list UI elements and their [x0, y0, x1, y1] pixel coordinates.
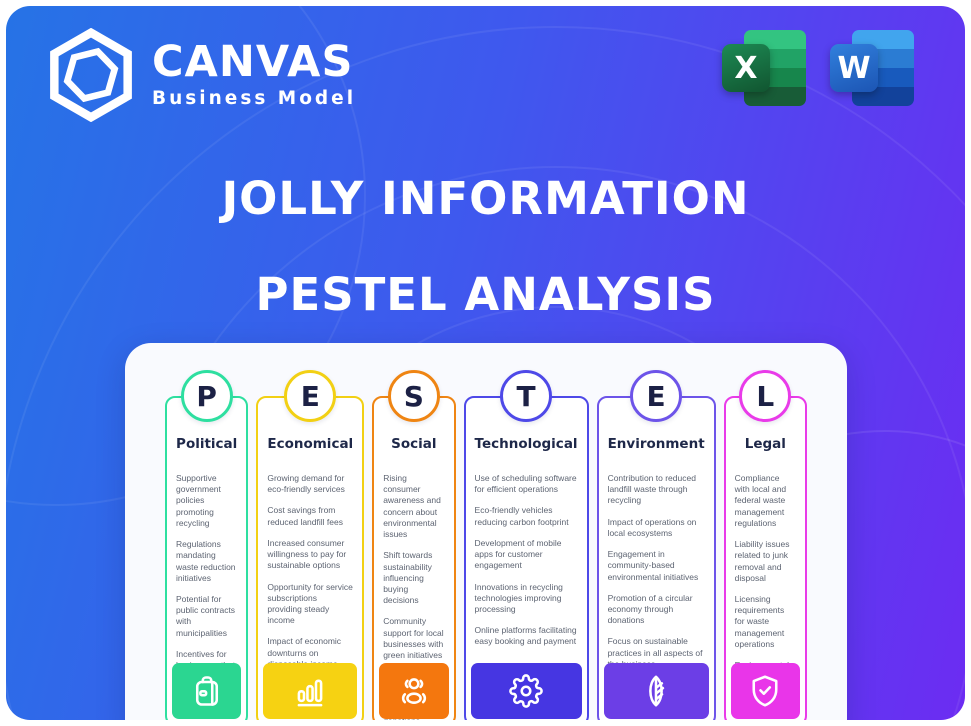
bullet-item: Shift towards sustainability influencing…: [383, 550, 433, 606]
column-footer: [172, 663, 242, 719]
column-footer: [603, 663, 709, 719]
gear-icon: [509, 674, 543, 708]
column-title: Environment: [607, 436, 705, 452]
pestel-card: P Political Supportive government polici…: [125, 343, 847, 720]
word-file-icon[interactable]: W: [830, 28, 914, 108]
column-title: Social: [391, 436, 437, 452]
brand-name: CANVAS: [152, 37, 354, 87]
letter-badge-p: P: [180, 370, 233, 422]
column-title: Economical: [267, 436, 354, 452]
pestel-column-environment: E Environment Contribution to reduced la…: [596, 370, 716, 720]
briefcase-icon: [195, 676, 218, 706]
bullet-item: Compliance with local and federal waste …: [734, 473, 787, 528]
pestel-columns: P Political Supportive government polici…: [165, 370, 808, 720]
bullet-item: Regulations mandating waste reduction in…: [176, 539, 236, 583]
bullet-item: Liability issues related to junk removal…: [734, 539, 790, 583]
bullet-item: Licensing requirements for waste managem…: [734, 593, 785, 649]
pestel-column-social: S Social Rising consumer awareness and c…: [372, 370, 456, 720]
column-title: Political: [176, 436, 238, 452]
community-icon: [401, 678, 426, 704]
bullet-item: Opportunity for service subscriptions pr…: [267, 581, 353, 626]
analysis-title: PESTEL ANALYSIS: [255, 268, 716, 321]
bullet-item: Use of scheduling software for efficient…: [474, 473, 577, 495]
bullet-item: Potential for public contracts with muni…: [176, 593, 236, 638]
bullet-item: Impact of operations on local ecosystems: [607, 516, 697, 538]
brand-subtitle: Business Model: [152, 88, 357, 109]
poster-background: CANVAS Business Model X W JOLLY INFORMAT…: [6, 6, 965, 720]
bullet-item: Cost savings from reduced landfill fees: [267, 505, 343, 527]
bullet-item: Development of mobile apps for customer …: [474, 537, 562, 571]
word-letter-badge: W: [830, 44, 878, 92]
excel-file-icon[interactable]: X: [722, 28, 806, 108]
column-footer: [263, 663, 358, 719]
column-title: Technological: [474, 436, 578, 452]
letter-badge-e2: E: [630, 370, 683, 422]
canvas-hexagon-logo-icon: [50, 28, 132, 122]
bullet-item: Online platforms facilitating easy booki…: [474, 625, 577, 647]
bullet-item: Engagement in community-based environmen…: [607, 549, 699, 582]
bar-chart-icon: [297, 679, 323, 707]
bullet-item: Increased consumer willingness to pay fo…: [267, 537, 347, 571]
bullet-item: Promotion of a circular economy through …: [607, 592, 693, 626]
brand-header: CANVAS Business Model: [44, 28, 356, 122]
bullet-item: Supportive government policies promoting…: [176, 473, 221, 528]
bullet-item: Rising consumer awareness and concern ab…: [383, 473, 441, 540]
column-bullets: Rising consumer awareness and concern ab…: [383, 473, 444, 720]
column-title: Legal: [744, 436, 786, 452]
column-bullets: Growing demand for eco-friendly services…: [267, 473, 353, 681]
pestel-column-economical: E Economical Growing demand for eco-frie…: [256, 370, 365, 720]
column-bullets: Use of scheduling software for efficient…: [475, 473, 578, 648]
bullet-item: Growing demand for eco-friendly services: [267, 473, 345, 495]
bullet-item: Community support for local businesses w…: [383, 616, 444, 661]
shield-check-icon: [752, 675, 778, 707]
column-bullets: Contribution to reduced landfill waste t…: [608, 473, 705, 670]
letter-badge-s: S: [387, 370, 440, 422]
column-footer: [470, 663, 582, 719]
letter-badge-t: T: [500, 370, 553, 422]
excel-letter-badge: X: [722, 44, 770, 92]
pestel-column-legal: L Legal Compliance with local and federa…: [723, 370, 808, 720]
pestel-column-political: P Political Supportive government polici…: [165, 370, 249, 720]
bullet-item: Innovations in recycling technologies im…: [474, 581, 563, 614]
letter-badge-l: L: [739, 370, 792, 422]
letter-badge-e1: E: [284, 370, 337, 422]
column-footer: [730, 663, 801, 719]
bullet-item: Contribution to reduced landfill waste t…: [607, 473, 696, 506]
leaf-icon: [649, 675, 665, 707]
company-title: JOLLY INFORMATION: [221, 172, 750, 225]
pestel-column-technological: T Technological Use of scheduling softwa…: [463, 370, 589, 720]
column-footer: [379, 663, 449, 719]
bullet-item: Eco-friendly vehicles reducing carbon fo…: [474, 505, 569, 527]
